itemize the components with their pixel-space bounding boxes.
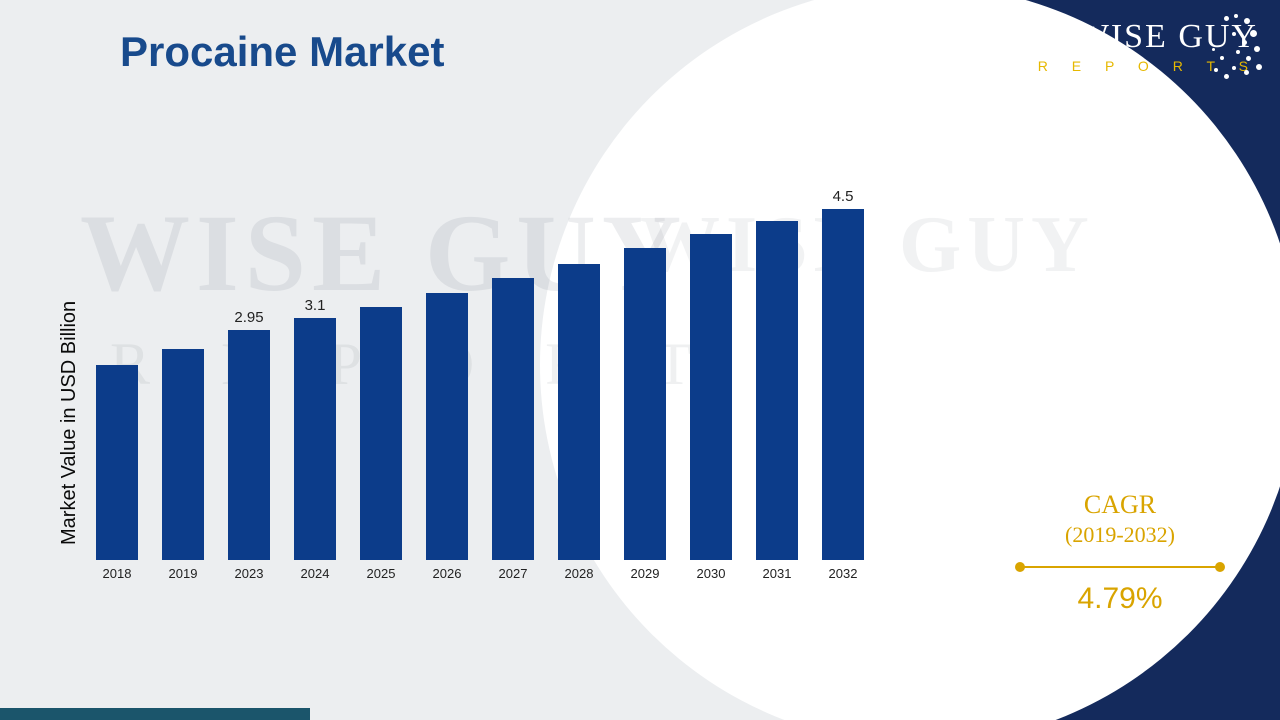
bar: [822, 209, 864, 560]
cagr-block: CAGR (2019-2032) 4.79%: [960, 490, 1280, 616]
bar: [624, 248, 666, 560]
bar: [690, 234, 732, 560]
x-tick-label: 2031: [746, 566, 808, 581]
bottom-accent-bar: [0, 708, 310, 720]
bar-value-label: 3.1: [284, 297, 346, 314]
bar: [228, 330, 270, 560]
chart-title: Procaine Market: [120, 28, 444, 76]
bar-value-label: 4.5: [812, 188, 874, 205]
bar-chart: 201820192.9520233.1202420252026202720282…: [90, 170, 890, 560]
bar: [294, 318, 336, 560]
x-tick-label: 2024: [284, 566, 346, 581]
cagr-range: (2019-2032): [960, 522, 1280, 548]
bar: [558, 264, 600, 560]
x-tick-label: 2019: [152, 566, 214, 581]
x-tick-label: 2030: [680, 566, 742, 581]
infographic-canvas: WISE GUY R E P O R T S WISE GUY Procaine…: [0, 0, 1280, 720]
x-tick-label: 2025: [350, 566, 412, 581]
x-tick-label: 2029: [614, 566, 676, 581]
bar: [96, 365, 138, 560]
bar: [162, 349, 204, 560]
y-axis-label: Market Value in USD Billion: [58, 301, 81, 545]
cagr-divider: [1020, 566, 1220, 568]
x-tick-label: 2018: [86, 566, 148, 581]
bar-value-label: 2.95: [218, 309, 280, 326]
bar: [426, 293, 468, 560]
x-tick-label: 2027: [482, 566, 544, 581]
brand-logo: WISE GUY R E P O R T S: [1038, 18, 1258, 74]
x-tick-label: 2032: [812, 566, 874, 581]
x-tick-label: 2023: [218, 566, 280, 581]
logo-head-icon: [1184, 10, 1264, 90]
bar: [756, 221, 798, 560]
bar: [360, 307, 402, 561]
x-tick-label: 2028: [548, 566, 610, 581]
cagr-value: 4.79%: [960, 582, 1280, 616]
cagr-label: CAGR: [960, 490, 1280, 520]
bar: [492, 278, 534, 560]
x-tick-label: 2026: [416, 566, 478, 581]
